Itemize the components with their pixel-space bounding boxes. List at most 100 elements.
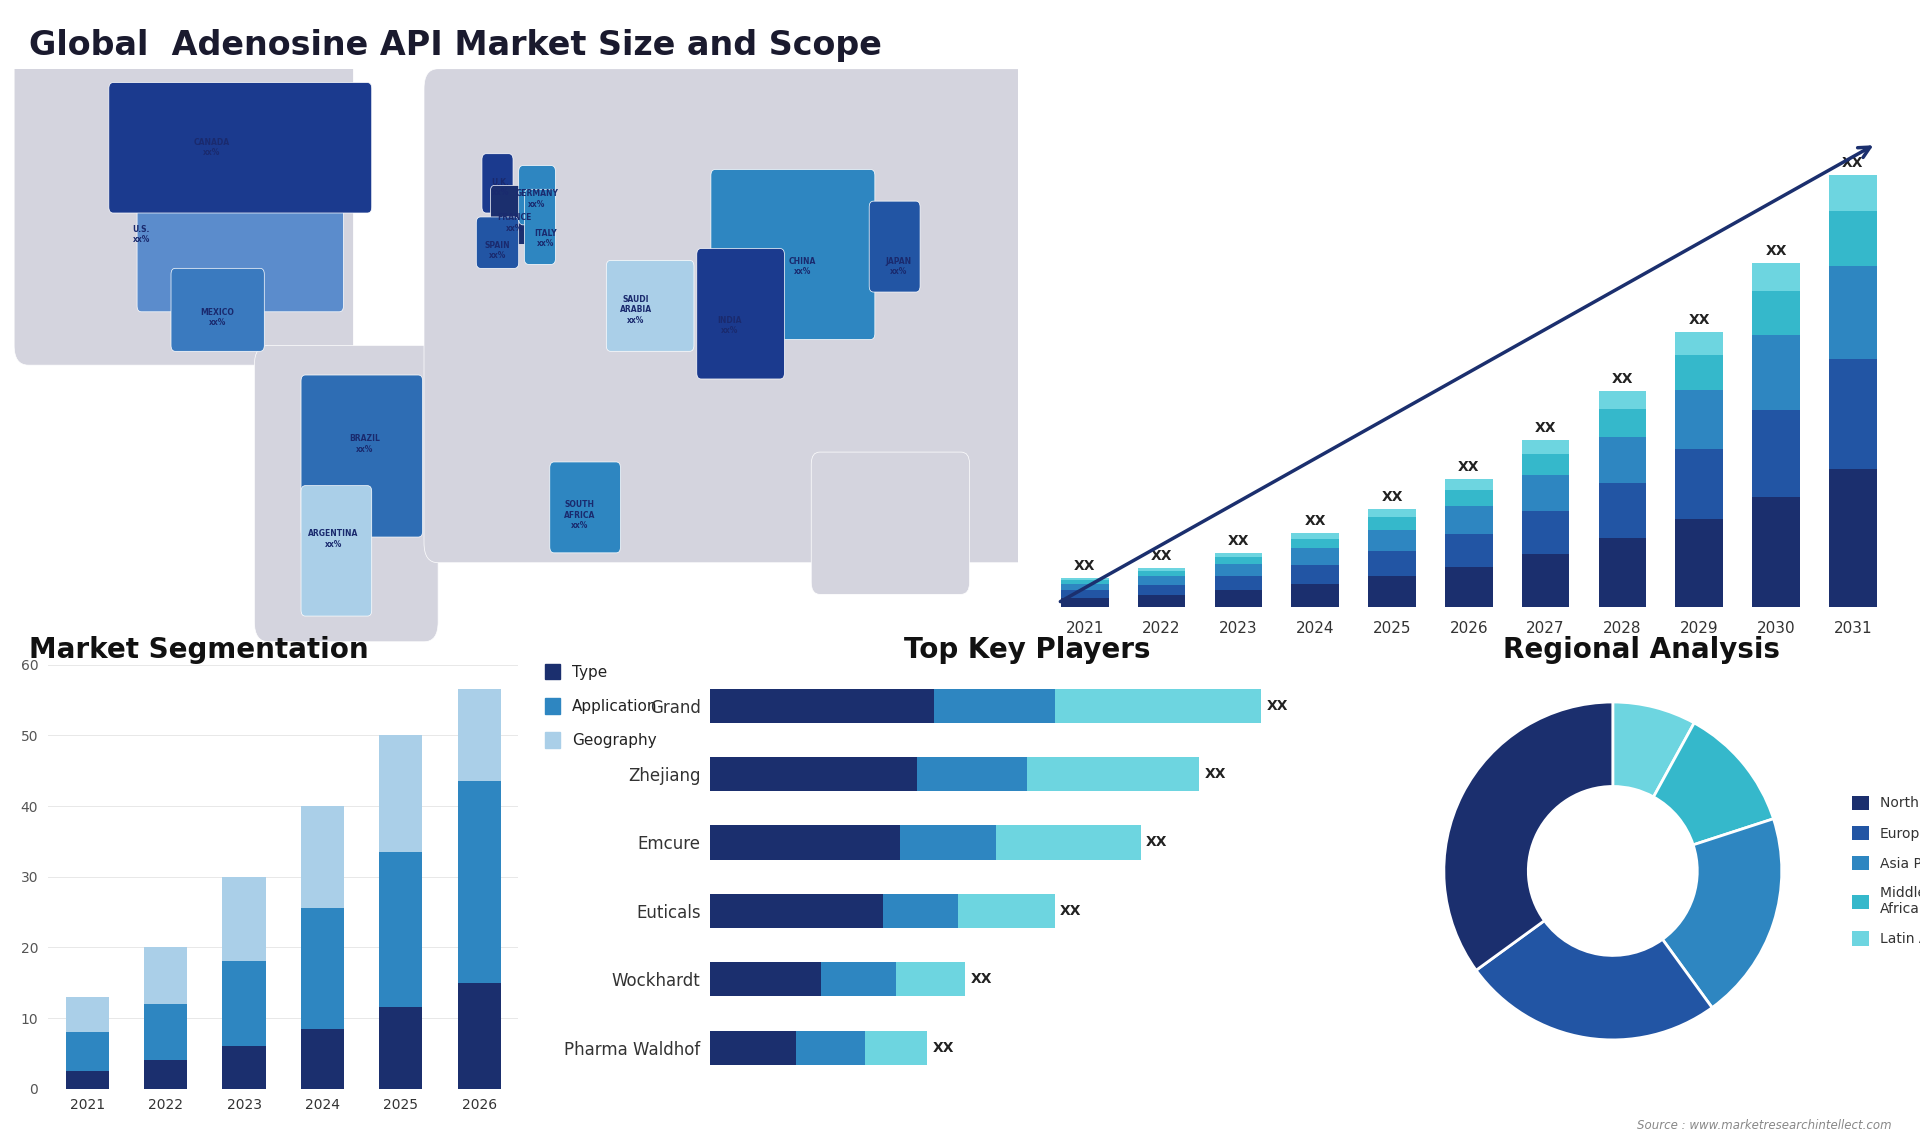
Text: ITALY
xx%: ITALY xx% xyxy=(534,229,557,249)
Bar xyxy=(1753,409,1799,497)
Text: INDIA
xx%: INDIA xx% xyxy=(716,316,741,336)
FancyBboxPatch shape xyxy=(476,217,518,268)
FancyBboxPatch shape xyxy=(171,268,265,352)
FancyBboxPatch shape xyxy=(253,345,438,642)
Bar xyxy=(1599,409,1645,437)
Bar xyxy=(1676,332,1722,355)
Bar xyxy=(1753,264,1799,291)
Bar xyxy=(996,825,1140,860)
Bar xyxy=(1830,360,1876,469)
Bar xyxy=(710,894,883,928)
Text: XX: XX xyxy=(1611,371,1634,386)
Bar xyxy=(1676,449,1722,519)
Bar xyxy=(1830,211,1876,266)
Bar xyxy=(1599,391,1645,409)
Bar xyxy=(710,1030,797,1065)
Text: MEXICO
xx%: MEXICO xx% xyxy=(202,308,234,328)
Bar xyxy=(144,948,186,1004)
Text: XX: XX xyxy=(1073,559,1096,573)
Text: XX: XX xyxy=(1688,313,1711,328)
Bar xyxy=(380,851,422,1007)
FancyBboxPatch shape xyxy=(524,189,555,265)
Text: FRANCE
xx%: FRANCE xx% xyxy=(497,213,532,233)
Text: MARKET: MARKET xyxy=(1759,68,1803,77)
Text: Market Segmentation: Market Segmentation xyxy=(29,636,369,664)
Bar xyxy=(380,1007,422,1089)
Bar xyxy=(897,963,966,996)
Text: XX: XX xyxy=(970,972,993,987)
Bar xyxy=(144,1004,186,1060)
Bar xyxy=(223,877,265,961)
Bar xyxy=(1830,469,1876,607)
Text: U.K.
xx%: U.K. xx% xyxy=(492,178,509,197)
Bar xyxy=(301,909,344,1029)
Text: Global  Adenosine API Market Size and Scope: Global Adenosine API Market Size and Sco… xyxy=(29,29,881,62)
Bar xyxy=(1599,482,1645,539)
Bar xyxy=(1369,576,1415,607)
Bar xyxy=(457,982,501,1089)
Text: XX: XX xyxy=(1380,489,1404,504)
Bar xyxy=(1062,580,1108,584)
Bar xyxy=(710,758,918,791)
Wedge shape xyxy=(1476,920,1713,1039)
Bar xyxy=(1446,507,1492,534)
Bar xyxy=(1676,390,1722,449)
Bar xyxy=(710,825,900,860)
Text: SAUDI
ARABIA
xx%: SAUDI ARABIA xx% xyxy=(620,295,653,324)
Bar xyxy=(457,782,501,982)
Bar xyxy=(1292,583,1338,607)
Bar xyxy=(457,690,501,782)
Bar xyxy=(1139,571,1185,576)
FancyBboxPatch shape xyxy=(301,486,372,617)
Bar xyxy=(1292,539,1338,548)
Text: XX: XX xyxy=(1204,767,1227,782)
Text: XX: XX xyxy=(1060,904,1081,918)
FancyBboxPatch shape xyxy=(109,83,372,213)
Bar xyxy=(144,1060,186,1089)
Bar xyxy=(223,961,265,1046)
FancyBboxPatch shape xyxy=(549,462,620,552)
Bar xyxy=(1753,497,1799,607)
Bar xyxy=(65,997,109,1033)
Text: XX: XX xyxy=(1146,835,1167,849)
Text: XX: XX xyxy=(1764,244,1788,258)
Text: RESEARCH: RESEARCH xyxy=(1755,86,1807,95)
Bar xyxy=(1062,598,1108,607)
FancyBboxPatch shape xyxy=(607,260,693,352)
FancyBboxPatch shape xyxy=(13,49,353,366)
FancyBboxPatch shape xyxy=(870,202,920,292)
Text: XX: XX xyxy=(1457,461,1480,474)
Text: SPAIN
xx%: SPAIN xx% xyxy=(484,241,511,260)
Text: XX: XX xyxy=(1227,534,1250,548)
Bar xyxy=(1215,557,1261,564)
Bar xyxy=(1523,440,1569,454)
FancyBboxPatch shape xyxy=(490,186,534,244)
Wedge shape xyxy=(1663,818,1782,1007)
Bar xyxy=(1139,567,1185,571)
Bar xyxy=(900,825,996,860)
Text: BRAZIL
xx%: BRAZIL xx% xyxy=(349,434,380,454)
Bar xyxy=(866,1030,927,1065)
Bar xyxy=(1139,595,1185,607)
Bar xyxy=(1676,355,1722,390)
Bar xyxy=(1599,437,1645,482)
Text: XX: XX xyxy=(1841,156,1864,171)
Text: Source : www.marketresearchintellect.com: Source : www.marketresearchintellect.com xyxy=(1636,1120,1891,1132)
Text: Regional Analysis: Regional Analysis xyxy=(1503,636,1780,664)
Bar xyxy=(918,758,1027,791)
Bar xyxy=(1830,266,1876,360)
FancyBboxPatch shape xyxy=(424,69,1089,563)
Bar xyxy=(958,894,1054,928)
Bar xyxy=(797,1030,866,1065)
Bar xyxy=(820,963,897,996)
Bar xyxy=(1523,476,1569,511)
Bar xyxy=(301,806,344,909)
Bar xyxy=(1523,511,1569,554)
Bar xyxy=(883,894,958,928)
Text: Top Key Players: Top Key Players xyxy=(904,636,1150,664)
Text: INTELLECT: INTELLECT xyxy=(1753,104,1809,113)
Bar xyxy=(1139,576,1185,584)
Bar xyxy=(710,963,820,996)
Text: XX: XX xyxy=(1304,513,1327,527)
Bar xyxy=(1676,519,1722,607)
